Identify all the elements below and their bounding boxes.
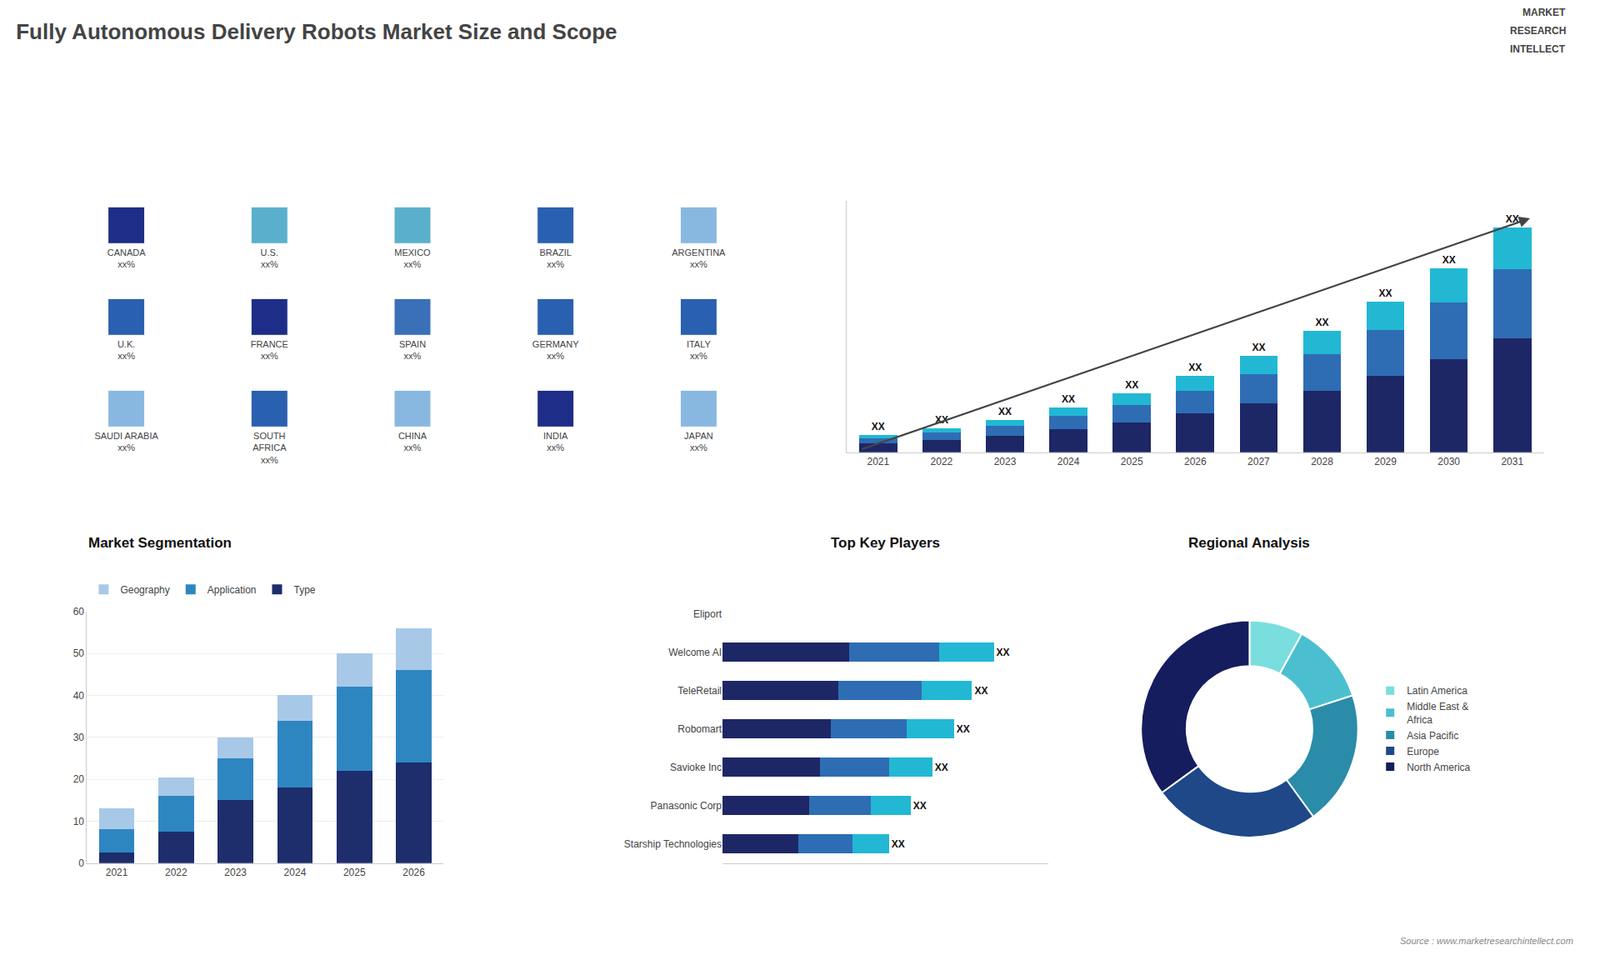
svg-text:XX: XX [1505,213,1520,225]
svg-text:2030: 2030 [1437,455,1460,468]
svg-text:XX: XX [1125,379,1139,391]
svg-text:Market Segmentation: Market Segmentation [88,535,232,551]
svg-text:XX: XX [956,723,970,735]
svg-text:40: 40 [73,690,85,702]
svg-text:XX: XX [935,414,949,426]
svg-text:TeleRetail: TeleRetail [677,685,722,697]
svg-text:U.K.xx%: U.K.xx% [117,339,135,361]
svg-text:2028: 2028 [1310,455,1334,468]
svg-text:U.S.xx%: U.S.xx% [260,247,279,270]
svg-text:Middle East &Africa: Middle East &Africa [1406,700,1469,726]
svg-text:2031: 2031 [1500,455,1524,468]
svg-text:2023: 2023 [224,866,247,879]
svg-text:SAUDI ARABIAxx%: SAUDI ARABIAxx% [94,430,159,453]
svg-text:Robomart: Robomart [677,723,722,735]
svg-text:JAPANxx%: JAPANxx% [684,430,714,453]
svg-text:North America: North America [1406,761,1470,774]
svg-text:BRAZILxx%: BRAZILxx% [539,247,572,270]
svg-text:XX: XX [1442,254,1456,266]
svg-text:XX: XX [1061,393,1075,405]
svg-text:MEXICOxx%: MEXICOxx% [394,247,431,270]
svg-text:CHINAxx%: CHINAxx% [398,430,428,453]
svg-text:Top Key Players: Top Key Players [830,535,940,551]
svg-text:50: 50 [73,647,85,660]
svg-text:INTELLECT: INTELLECT [1510,43,1566,55]
svg-text:ARGENTINAxx%: ARGENTINAxx% [671,247,726,270]
svg-text:30: 30 [73,731,85,744]
svg-text:2027: 2027 [1247,455,1270,468]
svg-text:Panasonic Corp: Panasonic Corp [650,800,723,812]
svg-text:Welcome AI: Welcome AI [668,646,722,659]
svg-text:Starship Technologies: Starship Technologies [624,838,722,850]
svg-text:XX: XX [871,420,885,433]
svg-text:20: 20 [73,773,85,785]
svg-text:2022: 2022 [165,866,188,879]
svg-text:Geography: Geography [120,584,170,596]
svg-text:2022: 2022 [930,455,954,468]
svg-text:Savioke Inc: Savioke Inc [670,761,722,774]
svg-text:FRANCExx%: FRANCExx% [250,339,289,361]
svg-text:RESEARCH: RESEARCH [1510,25,1566,37]
svg-text:2029: 2029 [1374,455,1397,468]
svg-text:XX: XX [996,646,1010,659]
svg-text:2026: 2026 [1184,455,1207,468]
svg-text:MARKET: MARKET [1522,6,1566,19]
svg-text:Eliport: Eliport [693,608,723,620]
svg-text:ITALYxx%: ITALYxx% [686,339,712,361]
svg-text:XX: XX [1188,361,1202,374]
svg-text:2025: 2025 [1120,455,1144,468]
svg-text:Europe: Europe [1406,745,1440,758]
svg-text:60: 60 [73,605,85,618]
svg-text:GERMANYxx%: GERMANYxx% [532,339,580,361]
svg-text:SOUTHAFRICAxx%: SOUTHAFRICAxx% [252,430,287,465]
svg-text:2025: 2025 [343,866,366,879]
svg-text:XX: XX [1379,287,1393,300]
svg-text:2021: 2021 [866,455,890,468]
svg-text:Fully Autonomous Delivery Robo: Fully Autonomous Delivery Robots Market … [15,19,617,45]
svg-text:Type: Type [293,584,315,596]
svg-text:Asia Pacific: Asia Pacific [1406,730,1459,742]
svg-text:XX: XX [935,761,949,774]
svg-text:Latin America: Latin America [1406,685,1468,697]
svg-text:XX: XX [891,838,905,850]
svg-text:2026: 2026 [402,866,425,879]
svg-text:2024: 2024 [1057,455,1080,468]
svg-text:XX: XX [913,800,927,812]
svg-text:Regional Analysis: Regional Analysis [1188,535,1310,551]
svg-text:XX: XX [974,685,988,697]
svg-text:XX: XX [1315,316,1329,329]
svg-text:2021: 2021 [105,866,129,879]
svg-text:2023: 2023 [994,455,1017,468]
svg-text:SPAINxx%: SPAINxx% [399,339,426,361]
svg-text:10: 10 [73,815,85,828]
svg-text:XX: XX [998,405,1012,418]
svg-text:INDIAxx%: INDIAxx% [543,430,569,453]
svg-text:Source : www.marketresearchint: Source : www.marketresearchintellect.com [1400,935,1574,946]
svg-text:2024: 2024 [284,866,307,879]
svg-text:Application: Application [207,584,257,596]
svg-text:CANADAxx%: CANADAxx% [107,247,147,270]
svg-text:XX: XX [1251,341,1265,354]
svg-text:0: 0 [78,857,85,870]
